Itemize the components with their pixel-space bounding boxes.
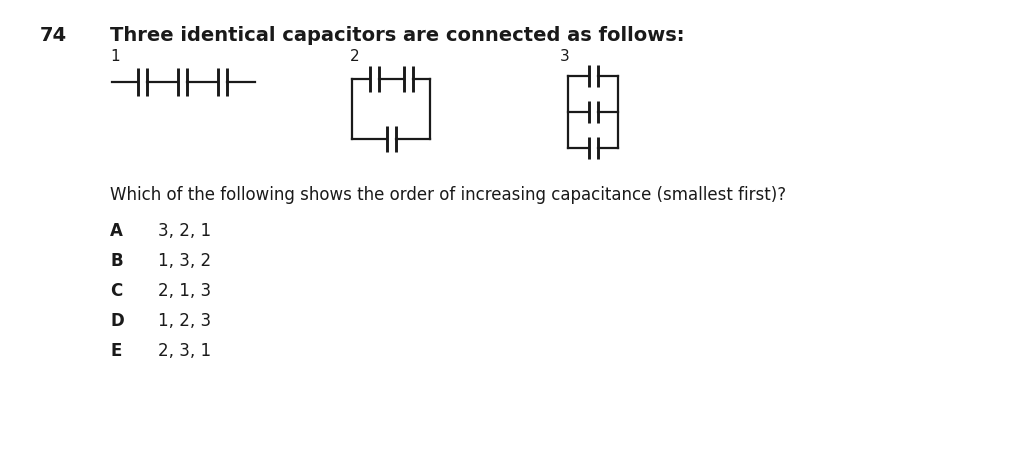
Text: 2, 3, 1: 2, 3, 1 (158, 342, 211, 360)
Text: C: C (110, 282, 122, 300)
Text: Three identical capacitors are connected as follows:: Three identical capacitors are connected… (110, 26, 684, 45)
Text: 3: 3 (560, 49, 569, 64)
Text: 2: 2 (350, 49, 359, 64)
Text: 3, 2, 1: 3, 2, 1 (158, 222, 211, 240)
Text: B: B (110, 252, 123, 270)
Text: 1, 2, 3: 1, 2, 3 (158, 312, 211, 330)
Text: D: D (110, 312, 124, 330)
Text: 74: 74 (40, 26, 68, 45)
Text: E: E (110, 342, 122, 360)
Text: 2, 1, 3: 2, 1, 3 (158, 282, 211, 300)
Text: 1: 1 (110, 49, 120, 64)
Text: Which of the following shows the order of increasing capacitance (smallest first: Which of the following shows the order o… (110, 186, 786, 204)
Text: A: A (110, 222, 123, 240)
Text: 1, 3, 2: 1, 3, 2 (158, 252, 211, 270)
